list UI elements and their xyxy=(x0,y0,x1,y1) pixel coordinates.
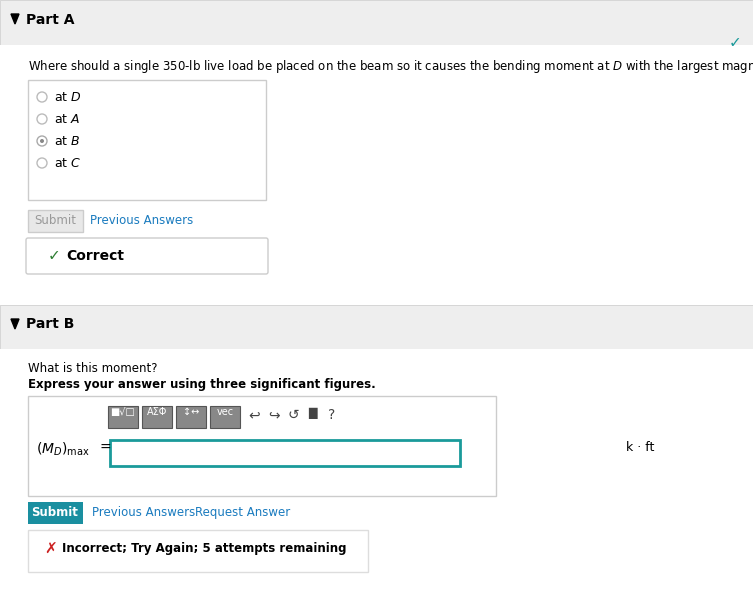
Text: ↺: ↺ xyxy=(288,408,300,422)
Text: ■√□: ■√□ xyxy=(111,407,136,417)
Bar xyxy=(0,349,753,606)
Bar xyxy=(142,406,172,428)
Text: Request Answer: Request Answer xyxy=(195,506,290,519)
Text: Submit: Submit xyxy=(34,214,76,227)
Text: ✓: ✓ xyxy=(729,35,742,50)
Bar xyxy=(28,502,83,524)
Text: Part A: Part A xyxy=(26,13,75,27)
Bar xyxy=(28,80,266,200)
Bar xyxy=(28,530,368,572)
Text: at $D$: at $D$ xyxy=(54,91,81,104)
Text: at $B$: at $B$ xyxy=(54,135,81,148)
Text: What is this moment?: What is this moment? xyxy=(28,362,157,375)
Bar xyxy=(0,305,753,349)
Text: Submit: Submit xyxy=(32,506,78,519)
Bar xyxy=(28,396,496,496)
Text: $(M_D)_{\rm max}$: $(M_D)_{\rm max}$ xyxy=(36,441,90,458)
Bar xyxy=(108,406,138,428)
Text: █: █ xyxy=(308,408,316,419)
Bar xyxy=(0,0,753,45)
Text: =: = xyxy=(100,441,111,455)
Text: k · ft: k · ft xyxy=(626,441,654,454)
Text: ✓: ✓ xyxy=(48,248,61,263)
Text: Previous Answers: Previous Answers xyxy=(92,506,195,519)
Circle shape xyxy=(40,139,44,143)
Text: Where should a single 350-lb live load be placed on the beam so it causes the be: Where should a single 350-lb live load b… xyxy=(28,58,753,75)
Bar xyxy=(210,406,240,428)
Text: ?: ? xyxy=(328,408,335,422)
Text: Previous Answers: Previous Answers xyxy=(90,214,194,227)
Bar xyxy=(110,440,460,466)
Bar xyxy=(28,210,83,232)
Text: Incorrect; Try Again; 5 attempts remaining: Incorrect; Try Again; 5 attempts remaini… xyxy=(62,542,346,555)
Bar xyxy=(0,45,753,305)
Text: Part B: Part B xyxy=(26,317,75,331)
Text: ✗: ✗ xyxy=(44,542,56,557)
Bar xyxy=(176,406,206,428)
Text: ↪: ↪ xyxy=(268,408,279,422)
Text: ↩: ↩ xyxy=(248,408,260,422)
Text: at $C$: at $C$ xyxy=(54,157,81,170)
Text: ΑΣΦ: ΑΣΦ xyxy=(147,407,167,417)
Text: Correct: Correct xyxy=(66,249,124,263)
Polygon shape xyxy=(11,319,19,329)
Text: vec: vec xyxy=(216,407,233,417)
Text: at $A$: at $A$ xyxy=(54,113,81,126)
Polygon shape xyxy=(11,14,19,24)
FancyBboxPatch shape xyxy=(26,238,268,274)
Text: ↕↔: ↕↔ xyxy=(183,407,199,417)
Text: Express your answer using three significant figures.: Express your answer using three signific… xyxy=(28,378,376,391)
